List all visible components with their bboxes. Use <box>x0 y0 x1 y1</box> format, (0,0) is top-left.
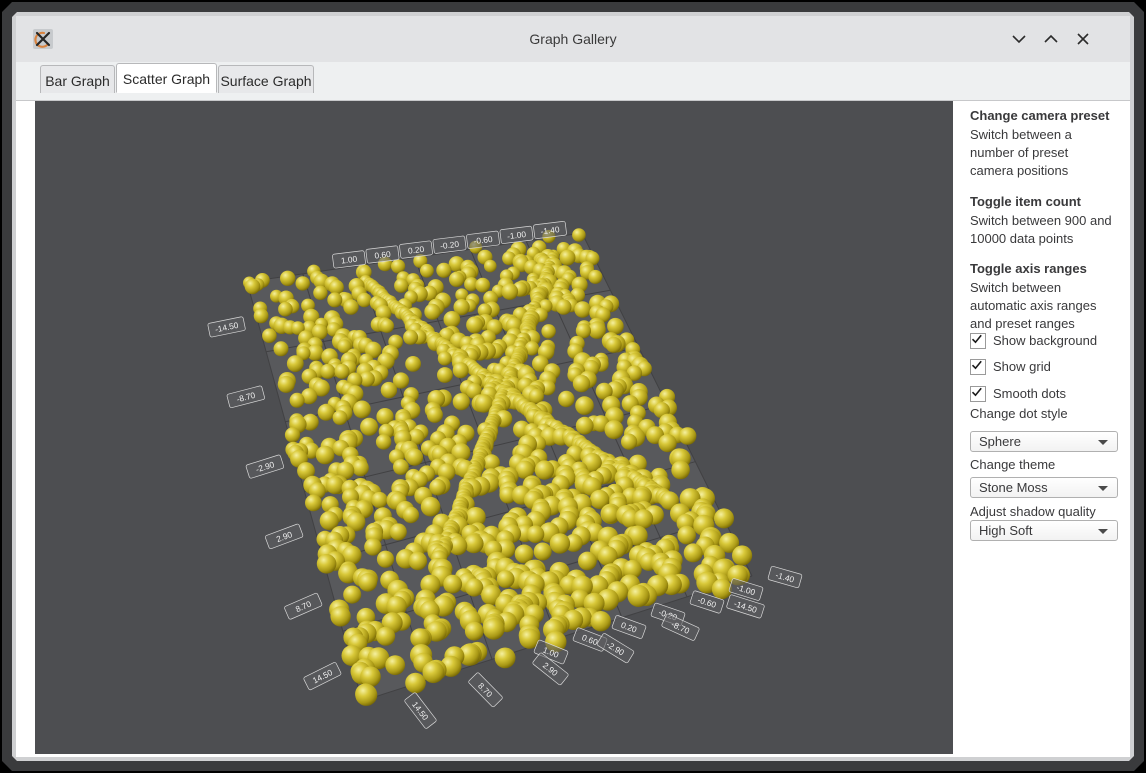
svg-text:1.00: 1.00 <box>340 254 358 266</box>
svg-text:0.60: 0.60 <box>374 249 392 261</box>
svg-text:0.20: 0.20 <box>407 244 425 256</box>
